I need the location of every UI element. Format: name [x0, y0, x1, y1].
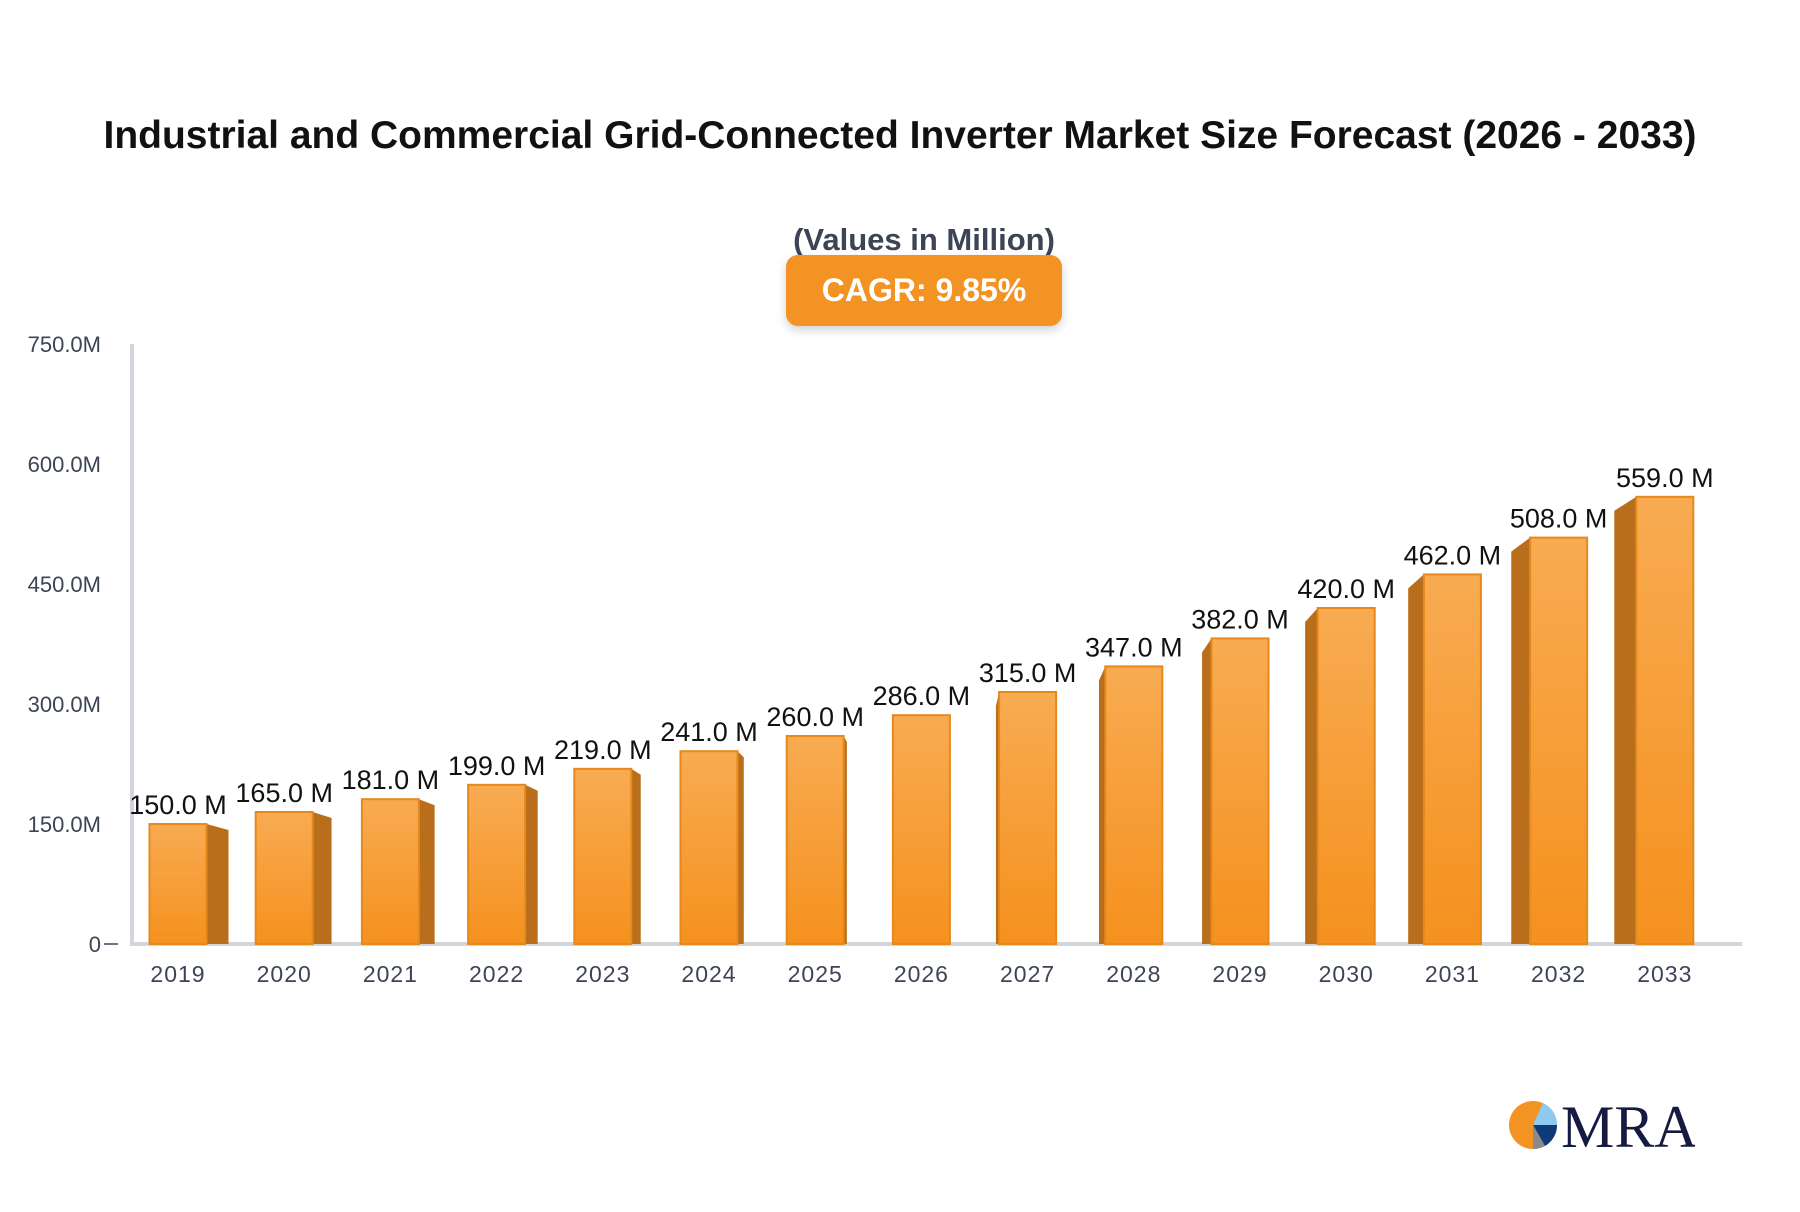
data-label: 559.0 M — [1616, 463, 1714, 493]
bar-2033 — [1635, 495, 1695, 945]
svg-text:MRA: MRA — [1561, 1095, 1695, 1155]
x-tick-label: 2020 — [257, 961, 312, 987]
bar-side-2031 — [1408, 574, 1424, 944]
bar-side-2029 — [1202, 638, 1212, 944]
bar-2020 — [254, 811, 314, 945]
y-tick-label: 750.0M — [28, 332, 101, 357]
data-label: 508.0 M — [1510, 504, 1608, 534]
bar-2029 — [1210, 637, 1270, 946]
x-tick-label: 2030 — [1319, 961, 1374, 987]
data-label: 286.0 M — [873, 681, 971, 711]
y-tick-label: 600.0M — [28, 452, 101, 477]
x-tick-label: 2027 — [1000, 961, 1055, 987]
data-label: 347.0 M — [1085, 632, 1183, 662]
cagr-badge: CAGR: 9.85% — [786, 255, 1062, 326]
data-label: 260.0 M — [766, 702, 864, 732]
x-tick-label: 2021 — [363, 961, 418, 987]
data-label: 150.0 M — [129, 790, 227, 820]
chart-title: Industrial and Commercial Grid-Connected… — [103, 114, 1697, 157]
bar-side-2033 — [1614, 496, 1637, 944]
data-label: 241.0 M — [660, 717, 758, 747]
bar-2027 — [998, 691, 1058, 945]
bar-2019 — [148, 823, 208, 945]
data-label: 181.0 M — [342, 765, 440, 795]
bar-2025 — [785, 735, 845, 945]
bar-2032 — [1529, 536, 1589, 945]
bar-side-2021 — [418, 799, 435, 944]
bar-side-2019 — [206, 824, 229, 944]
y-tick-label: 300.0M — [28, 692, 101, 717]
data-label: 462.0 M — [1404, 540, 1502, 570]
x-tick-label: 2024 — [681, 961, 736, 987]
bar-side-2022 — [525, 784, 538, 944]
bar-side-2024 — [737, 751, 744, 944]
x-tick-label: 2019 — [150, 961, 205, 987]
bar-side-2028 — [1099, 666, 1106, 944]
bar-2021 — [360, 798, 420, 946]
x-tick-label: 2025 — [788, 961, 843, 987]
chart-subtitle: (Values in Million) — [793, 222, 1055, 257]
bar-2026 — [891, 714, 951, 946]
data-label: 420.0 M — [1297, 574, 1395, 604]
x-tick-label: 2031 — [1425, 961, 1480, 987]
data-label: 165.0 M — [235, 778, 333, 808]
y-tick-label: 0 — [89, 932, 101, 957]
bar-2030 — [1316, 607, 1376, 945]
bar-2023 — [573, 767, 633, 945]
x-tick-label: 2022 — [469, 961, 524, 987]
bar-side-2020 — [312, 812, 332, 944]
x-tick-label: 2026 — [894, 961, 949, 987]
x-tick-label: 2032 — [1531, 961, 1586, 987]
bar-2028 — [1104, 665, 1164, 946]
bar-side-2023 — [631, 768, 641, 944]
y-tick-label: 150.0M — [28, 812, 101, 837]
data-label: 219.0 M — [554, 735, 652, 765]
bar-side-2032 — [1511, 537, 1531, 944]
bar-2031 — [1422, 573, 1482, 946]
x-tick-label: 2023 — [575, 961, 630, 987]
data-label: 315.0 M — [979, 658, 1077, 688]
x-tick-label: 2033 — [1637, 961, 1692, 987]
mra-logo: MRA — [1509, 1095, 1695, 1155]
data-label: 382.0 M — [1191, 604, 1289, 634]
bar-2022 — [467, 783, 527, 945]
bar-2024 — [679, 750, 739, 946]
x-tick-label: 2029 — [1212, 961, 1267, 987]
y-tick-label: 450.0M — [28, 572, 101, 597]
bar-side-2030 — [1305, 608, 1318, 944]
data-label: 199.0 M — [448, 751, 546, 781]
x-tick-label: 2028 — [1106, 961, 1161, 987]
